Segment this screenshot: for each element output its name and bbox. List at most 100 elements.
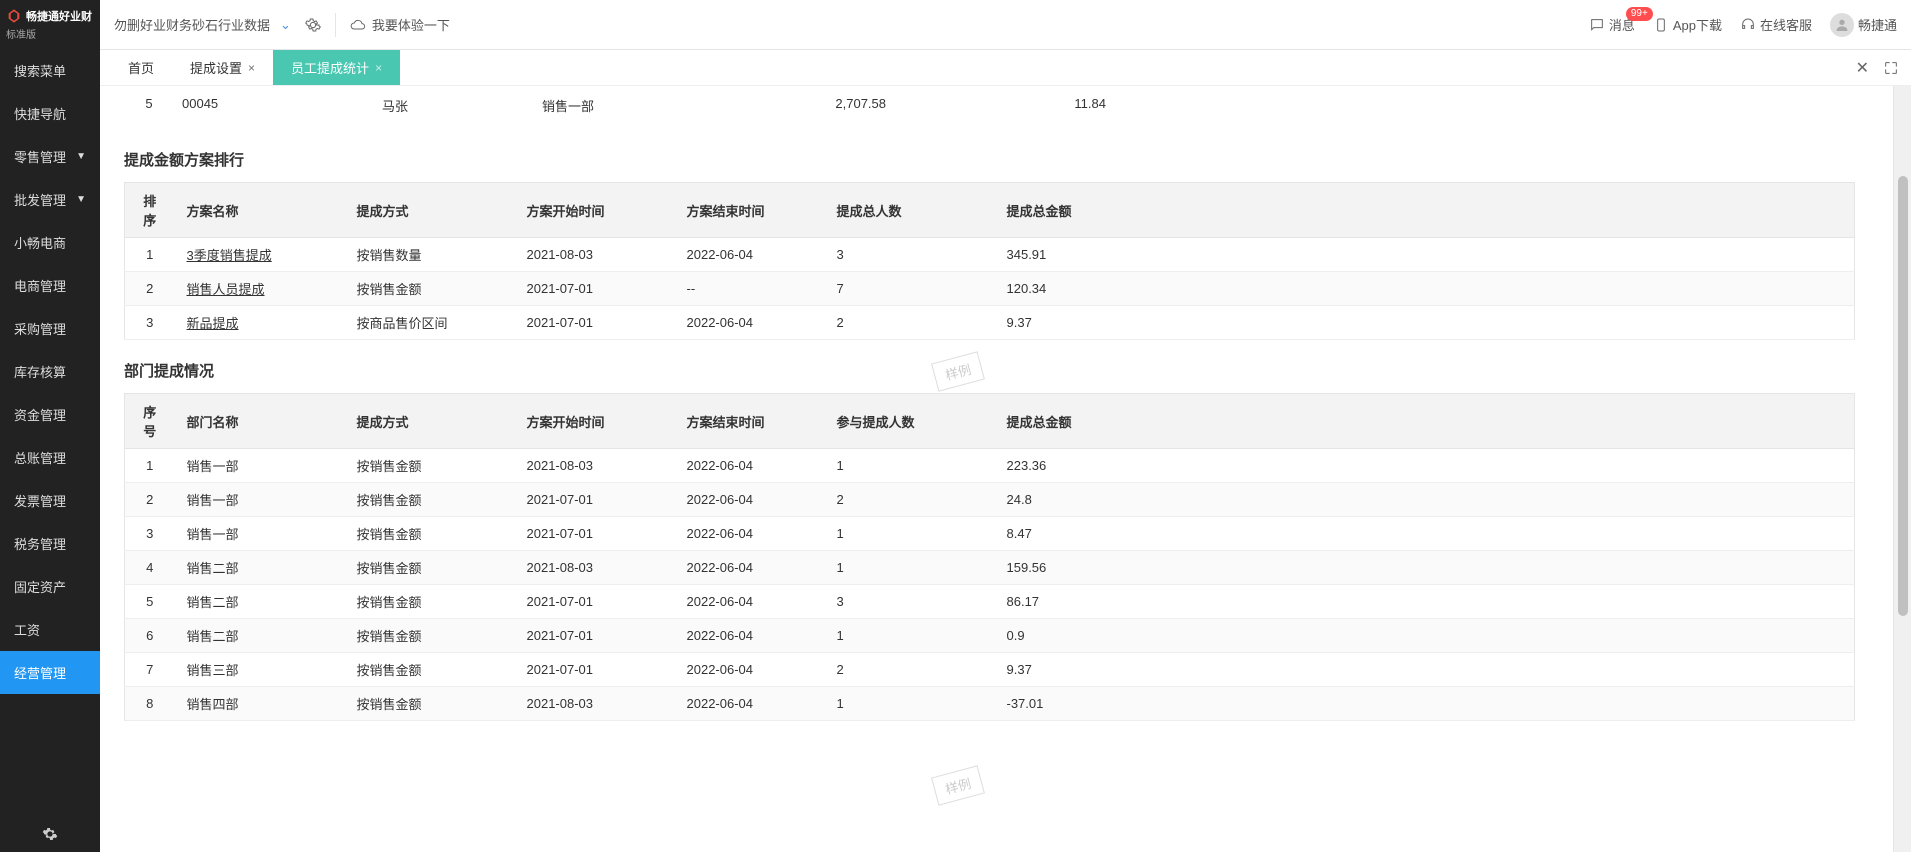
caret-down-icon: ▼ [76, 151, 86, 162]
cell-index: 2 [125, 272, 175, 306]
cell-dept: 销售一部 [175, 517, 345, 551]
topbar: 勿删好业财务砂石行业数据 ⌄ 我要体验一下 消息 99+ App下载 [100, 0, 1911, 50]
download-button[interactable]: App下载 [1653, 15, 1722, 34]
cell-end: 2022-06-04 [675, 449, 825, 483]
cell-start: 2021-08-03 [515, 551, 675, 585]
sidebar-item[interactable]: 小畅电商 [0, 221, 100, 264]
row-name: 马张 [374, 92, 534, 119]
cell-plan-name[interactable]: 销售人员提成 [175, 272, 345, 306]
sidebar-item[interactable]: 采购管理 [0, 307, 100, 350]
close-icon[interactable]: × [248, 61, 255, 75]
side-nav: 搜索菜单快捷导航零售管理▼批发管理▼小畅电商电商管理采购管理库存核算资金管理总账… [0, 49, 100, 815]
table-row: 3新品提成按商品售价区间2021-07-012022-06-0429.37 [125, 306, 1855, 340]
cell-amount: 9.37 [995, 653, 1855, 687]
cell-index: 3 [125, 517, 175, 551]
sidebar-item[interactable]: 工资 [0, 608, 100, 651]
column-header: 排序 [125, 183, 175, 238]
cell-plan-name[interactable]: 新品提成 [175, 306, 345, 340]
sidebar-item[interactable]: 搜索菜单 [0, 49, 100, 92]
scrollbar[interactable] [1893, 86, 1911, 852]
main: 勿删好业财务砂石行业数据 ⌄ 我要体验一下 消息 99+ App下载 [100, 0, 1911, 852]
cell-mode: 按销售金额 [345, 517, 515, 551]
cell-mode: 按商品售价区间 [345, 306, 515, 340]
cell-dept: 销售四部 [175, 687, 345, 721]
sidebar-item[interactable]: 电商管理 [0, 264, 100, 307]
cell-end: -- [675, 272, 825, 306]
dept-commission-table: 序号部门名称提成方式方案开始时间方案结束时间参与提成人数提成总金额 1销售一部按… [124, 393, 1855, 721]
cell-end: 2022-06-04 [675, 551, 825, 585]
cell-dept: 销售一部 [175, 483, 345, 517]
user-menu[interactable]: 畅捷通 [1830, 13, 1897, 37]
sidebar-item[interactable]: 固定资产 [0, 565, 100, 608]
cell-people: 1 [825, 449, 995, 483]
expand-icon[interactable] [1883, 59, 1899, 76]
cell-people: 1 [825, 517, 995, 551]
service-button[interactable]: 在线客服 [1740, 15, 1812, 34]
cell-end: 2022-06-04 [675, 483, 825, 517]
column-header: 提成方式 [345, 183, 515, 238]
column-header: 方案结束时间 [675, 183, 825, 238]
tab-label: 提成设置 [190, 58, 242, 77]
tab[interactable]: 员工提成统计× [273, 50, 400, 85]
sidebar: 畅捷通好业财 标准版 搜索菜单快捷导航零售管理▼批发管理▼小畅电商电商管理采购管… [0, 0, 100, 852]
cell-people: 7 [825, 272, 995, 306]
cell-start: 2021-07-01 [515, 585, 675, 619]
cell-mode: 按销售金额 [345, 272, 515, 306]
brand-logo-icon [6, 8, 22, 24]
settings-button[interactable] [0, 815, 100, 852]
sidebar-item[interactable]: 批发管理▼ [0, 178, 100, 221]
table-row: 13季度销售提成按销售数量2021-08-032022-06-043345.91 [125, 238, 1855, 272]
cell-amount: 8.47 [995, 517, 1855, 551]
column-header: 方案名称 [175, 183, 345, 238]
cell-amount: 0.9 [995, 619, 1855, 653]
cell-dept: 销售二部 [175, 585, 345, 619]
messages-button[interactable]: 消息 99+ [1589, 15, 1635, 34]
sidebar-item[interactable]: 经营管理 [0, 651, 100, 694]
section-title-dept-commission: 部门提成情况 [124, 360, 1855, 381]
column-header: 提成总金额 [995, 183, 1855, 238]
sidebar-item-label: 资金管理 [14, 405, 66, 424]
cell-people: 3 [825, 585, 995, 619]
cell-start: 2021-07-01 [515, 483, 675, 517]
cell-start: 2021-08-03 [515, 238, 675, 272]
scroll-thumb[interactable] [1898, 176, 1908, 616]
cell-start: 2021-08-03 [515, 449, 675, 483]
cell-index: 7 [125, 653, 175, 687]
sidebar-item[interactable]: 税务管理 [0, 522, 100, 565]
sidebar-item-label: 电商管理 [14, 276, 66, 295]
sidebar-item[interactable]: 发票管理 [0, 479, 100, 522]
sidebar-item-label: 发票管理 [14, 491, 66, 510]
sidebar-item-label: 批发管理 [14, 190, 66, 209]
sidebar-item-label: 采购管理 [14, 319, 66, 338]
tab[interactable]: 首页 [110, 50, 172, 85]
watermark: 样例 [931, 765, 985, 805]
table-row: 5 00045 马张 销售一部 2,707.58 11.84 [124, 86, 1855, 129]
tab-bar: 首页提成设置×员工提成统计× ✕ [100, 50, 1911, 86]
cell-index: 1 [125, 238, 175, 272]
gear-icon[interactable] [305, 17, 321, 33]
close-icon[interactable]: × [375, 61, 382, 75]
row-amount: 2,707.58 [694, 92, 894, 119]
cell-start: 2021-07-01 [515, 272, 675, 306]
sidebar-item-label: 税务管理 [14, 534, 66, 553]
sidebar-item-label: 工资 [14, 620, 40, 639]
sidebar-item[interactable]: 快捷导航 [0, 92, 100, 135]
dataset-selector[interactable]: 勿删好业财务砂石行业数据 ⌄ [114, 15, 291, 34]
sidebar-item[interactable]: 资金管理 [0, 393, 100, 436]
cell-plan-name[interactable]: 3季度销售提成 [175, 238, 345, 272]
cell-end: 2022-06-04 [675, 585, 825, 619]
close-tab-icon[interactable]: ✕ [1856, 58, 1869, 78]
cell-people: 1 [825, 619, 995, 653]
tab[interactable]: 提成设置 × [172, 50, 273, 85]
experience-link[interactable]: 我要体验一下 [350, 15, 450, 34]
sidebar-item[interactable]: 零售管理▼ [0, 135, 100, 178]
table-row: 6销售二部按销售金额2021-07-012022-06-0410.9 [125, 619, 1855, 653]
sidebar-item[interactable]: 库存核算 [0, 350, 100, 393]
sidebar-item[interactable]: 总账管理 [0, 436, 100, 479]
cell-mode: 按销售金额 [345, 619, 515, 653]
sidebar-item-label: 经营管理 [14, 663, 66, 682]
cloud-icon [350, 17, 366, 33]
cell-people: 2 [825, 483, 995, 517]
row-commission: 11.84 [894, 92, 1114, 119]
sidebar-item-label: 库存核算 [14, 362, 66, 381]
